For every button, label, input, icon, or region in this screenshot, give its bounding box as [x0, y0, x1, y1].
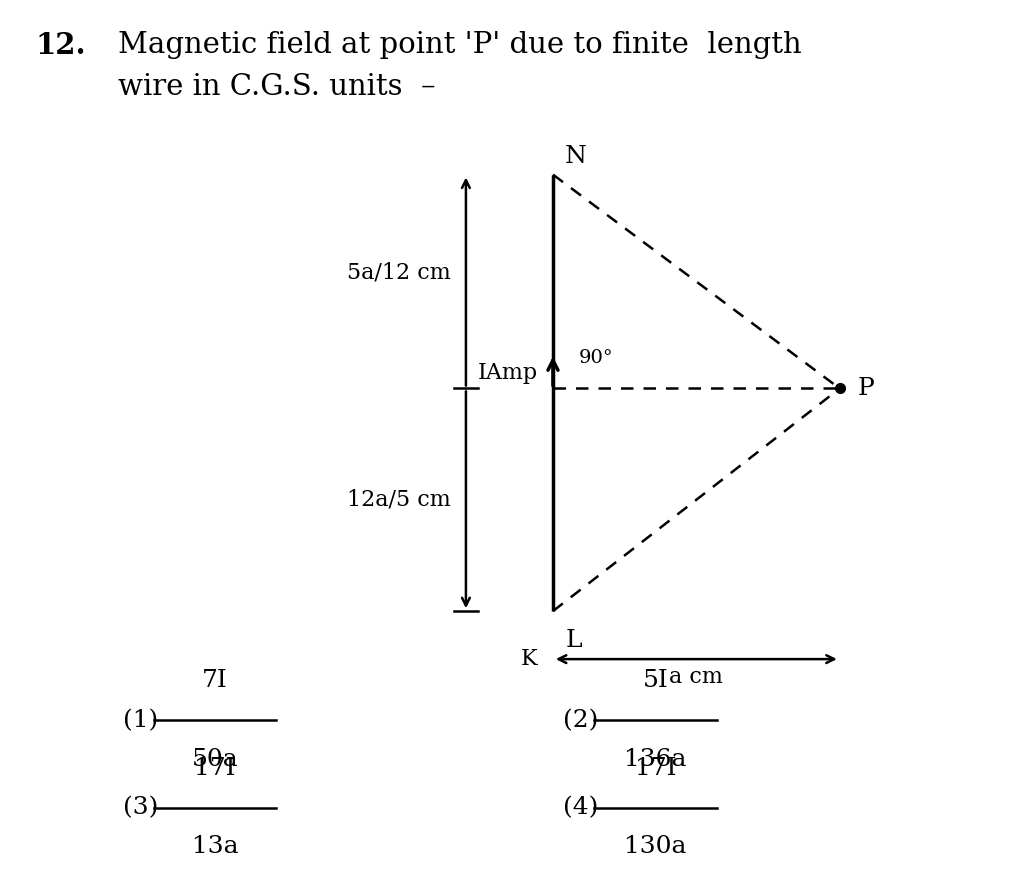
Text: a cm: a cm — [670, 666, 723, 688]
Text: 17I: 17I — [195, 757, 236, 780]
Text: K: K — [521, 648, 538, 670]
Text: 130a: 130a — [624, 835, 687, 858]
Text: 90°: 90° — [579, 348, 613, 367]
Text: Magnetic field at point 'P' due to finite  length
wire in C.G.S. units  –: Magnetic field at point 'P' due to finit… — [118, 31, 802, 101]
Text: 136a: 136a — [624, 748, 687, 771]
Text: 5I: 5I — [642, 670, 669, 692]
Text: IAmp: IAmp — [477, 362, 538, 384]
Text: (1): (1) — [123, 709, 158, 732]
Text: L: L — [565, 629, 582, 651]
Text: 12a/5 cm: 12a/5 cm — [347, 489, 451, 511]
Text: 12.: 12. — [36, 31, 86, 59]
Text: 7I: 7I — [202, 670, 228, 692]
Text: (4): (4) — [563, 796, 599, 819]
Text: N: N — [565, 145, 587, 168]
Text: P: P — [858, 377, 874, 400]
Text: 13a: 13a — [191, 835, 239, 858]
Text: 17I: 17I — [635, 757, 676, 780]
Text: 50a: 50a — [191, 748, 239, 771]
Text: (3): (3) — [123, 796, 159, 819]
Text: 5a/12 cm: 5a/12 cm — [347, 262, 451, 284]
Text: (2): (2) — [563, 709, 599, 732]
